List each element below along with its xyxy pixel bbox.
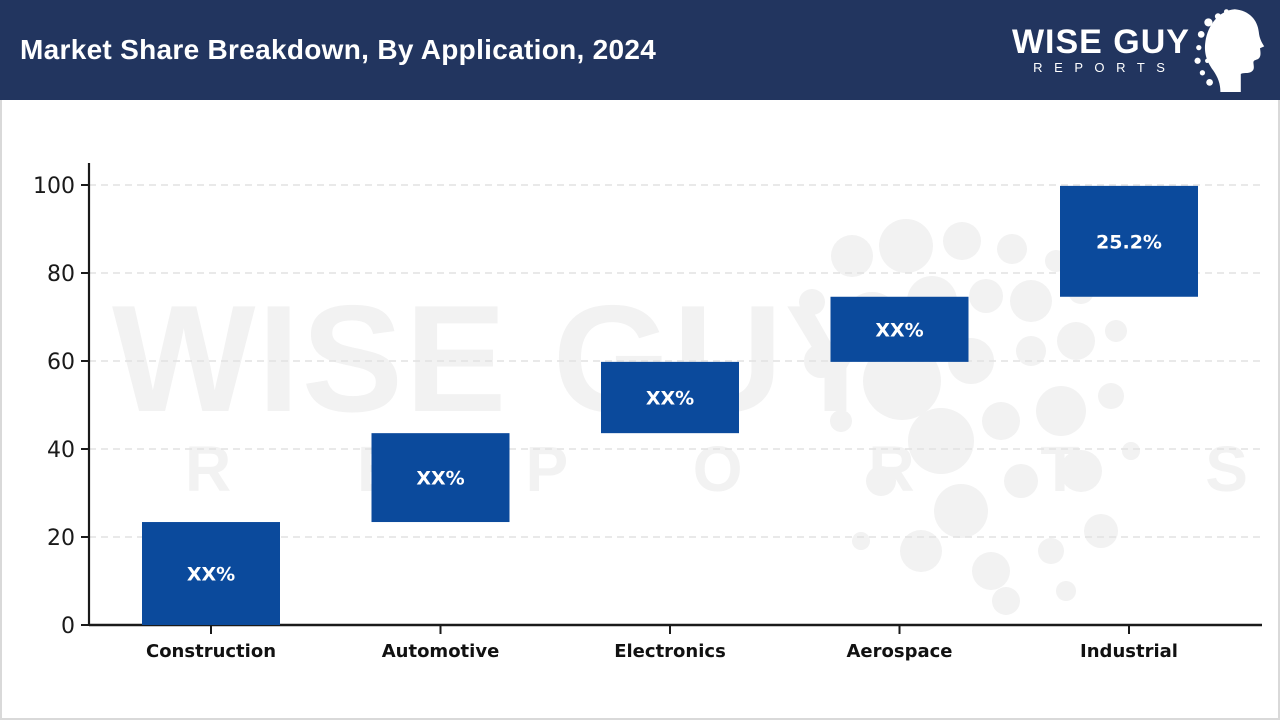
logo-name-text: WISE GUY [1011, 23, 1190, 61]
logo-face-icon [1194, 9, 1265, 92]
ytick-label-20: 20 [47, 526, 75, 551]
ytick-label-60: 60 [47, 350, 75, 375]
ytick-label-40: 40 [47, 438, 75, 463]
ytick-label-100: 100 [33, 174, 75, 199]
xtick-label-electronics: Electronics [614, 641, 726, 662]
xtick-label-industrial: Industrial [1080, 641, 1178, 662]
ytick-label-0: 0 [61, 614, 75, 639]
bar-construction [142, 522, 280, 625]
bar-value-label-construction: XX% [187, 564, 235, 586]
header-bar: Market Share Breakdown, By Application, … [0, 0, 1280, 100]
logo-subtitle-text: R E P O R T S [1033, 60, 1169, 75]
bar-value-label-aerospace: XX% [875, 319, 923, 341]
ytick-label-80: 80 [47, 262, 75, 287]
page-title: Market Share Breakdown, By Application, … [20, 34, 657, 65]
bar-industrial [1060, 185, 1198, 297]
xtick-label-automotive: Automotive [382, 641, 500, 662]
bar-value-label-automotive: XX% [416, 468, 464, 490]
watermark-text-line1: WISE GUY [112, 274, 889, 444]
bar-value-label-electronics: XX% [646, 388, 694, 410]
xtick-label-construction: Construction [146, 641, 276, 662]
bar-automotive [371, 433, 510, 523]
xtick-label-aerospace: Aerospace [846, 641, 952, 662]
bar-aerospace [830, 296, 969, 362]
brand-logo: WISE GUY R E P O R T S [1012, 8, 1266, 92]
bar-electronics [601, 361, 739, 434]
bar-value-label-industrial: 25.2% [1096, 231, 1162, 253]
